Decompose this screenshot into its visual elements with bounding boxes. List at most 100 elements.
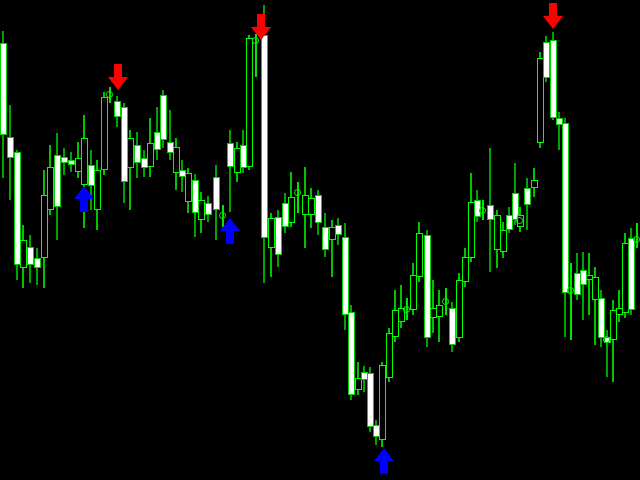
- candle-wick: [432, 280, 434, 333]
- down-candle-body: [543, 42, 550, 78]
- down-candle-body: [34, 258, 41, 268]
- buy-signal-arrow-icon: [374, 448, 394, 474]
- up-candle-body: [537, 58, 544, 143]
- down-candle-body: [275, 217, 282, 255]
- down-candle-body: [213, 177, 220, 210]
- up-candle-body: [41, 195, 48, 258]
- candle-wick: [400, 285, 402, 328]
- candle-wick: [636, 223, 638, 248]
- up-candle-body: [462, 257, 469, 282]
- candle-wick: [606, 330, 608, 377]
- down-candle-body: [261, 35, 268, 238]
- candle-wick: [582, 252, 584, 320]
- up-candle-body: [379, 365, 386, 440]
- up-candle-body: [456, 280, 463, 338]
- candle-wick: [297, 182, 299, 213]
- candle-wick: [618, 290, 620, 322]
- down-candle-body: [315, 195, 322, 223]
- up-candle-body: [94, 170, 101, 210]
- down-candle-body: [61, 157, 68, 163]
- up-candle-body: [288, 197, 295, 223]
- up-candle-body: [531, 180, 538, 188]
- down-candle-body: [487, 205, 494, 220]
- down-candle-body: [628, 238, 635, 310]
- up-candle-body: [198, 200, 205, 220]
- doji-circle-marker: [567, 287, 574, 294]
- down-candle-body: [449, 308, 456, 345]
- up-candle-body: [416, 233, 423, 277]
- doji-circle-marker: [633, 236, 640, 243]
- down-candle-body: [556, 118, 563, 125]
- doji-circle-marker: [603, 336, 610, 343]
- up-candle-body: [436, 305, 443, 317]
- down-candle-body: [512, 193, 519, 220]
- down-candle-body: [598, 298, 605, 338]
- down-candle-body: [335, 225, 342, 235]
- up-candle-body: [185, 173, 192, 202]
- down-candle-body: [27, 247, 34, 265]
- up-candle-body: [355, 378, 362, 390]
- down-candle-body: [154, 132, 161, 150]
- down-candle-body: [227, 143, 234, 167]
- up-candle-body: [246, 38, 253, 167]
- candle-wick: [129, 130, 131, 210]
- candle-wick: [169, 110, 171, 160]
- down-candle-body: [342, 237, 349, 315]
- candle-wick: [588, 253, 590, 315]
- doji-circle-marker: [403, 306, 410, 313]
- buy-signal-arrow-icon: [220, 218, 240, 244]
- down-candle-body: [0, 43, 7, 135]
- down-candle-body: [550, 40, 557, 118]
- candle-wick: [570, 263, 572, 340]
- down-candle-body: [424, 235, 431, 338]
- down-candle-body: [524, 188, 531, 205]
- doji-circle-marker: [479, 207, 486, 214]
- down-candle-body: [160, 95, 167, 140]
- sell-signal-arrow-icon: [543, 3, 563, 29]
- down-candle-body: [205, 203, 212, 215]
- up-candle-body: [410, 275, 417, 310]
- down-candle-body: [562, 123, 569, 293]
- up-candle-body: [268, 218, 275, 248]
- down-candle-body: [54, 155, 61, 207]
- candle-wick: [255, 34, 257, 77]
- candle-wick: [331, 220, 333, 277]
- candle-wick: [612, 300, 614, 382]
- up-candle-body: [173, 147, 180, 173]
- sell-signal-arrow-icon: [251, 14, 271, 40]
- down-candle-body: [322, 227, 329, 250]
- doji-circle-marker: [442, 298, 449, 305]
- up-candle-body: [398, 308, 405, 322]
- down-candle-body: [14, 152, 21, 265]
- up-candle-body: [500, 230, 507, 252]
- up-candle-body: [81, 138, 88, 185]
- up-candle-body: [20, 240, 27, 268]
- up-candle-body: [468, 202, 475, 258]
- up-candle-body: [592, 277, 599, 300]
- up-candle-body: [47, 167, 54, 210]
- down-candle-body: [114, 101, 121, 117]
- sell-signal-arrow-icon: [108, 64, 128, 90]
- down-candle-body: [68, 160, 75, 165]
- down-candle-body: [348, 312, 355, 395]
- doji-circle-marker: [516, 217, 523, 224]
- candle-wick: [229, 130, 231, 212]
- up-candle-body: [147, 143, 154, 167]
- down-candle-body: [134, 145, 141, 163]
- candle-wick: [594, 267, 596, 345]
- up-candle-body: [610, 310, 617, 340]
- down-candle-body: [367, 373, 374, 427]
- up-candle-body: [308, 198, 315, 215]
- candle-wick: [558, 112, 560, 150]
- up-candle-body: [386, 333, 393, 378]
- up-candle-body: [392, 310, 399, 337]
- doji-circle-marker: [106, 91, 113, 98]
- doji-circle-marker: [294, 189, 301, 196]
- up-candle-body: [127, 138, 134, 168]
- up-candle-body: [101, 97, 108, 170]
- buy-signal-arrow-icon: [74, 186, 94, 212]
- down-candle-body: [192, 180, 199, 213]
- down-candle-body: [506, 215, 513, 230]
- down-candle-body: [7, 137, 14, 158]
